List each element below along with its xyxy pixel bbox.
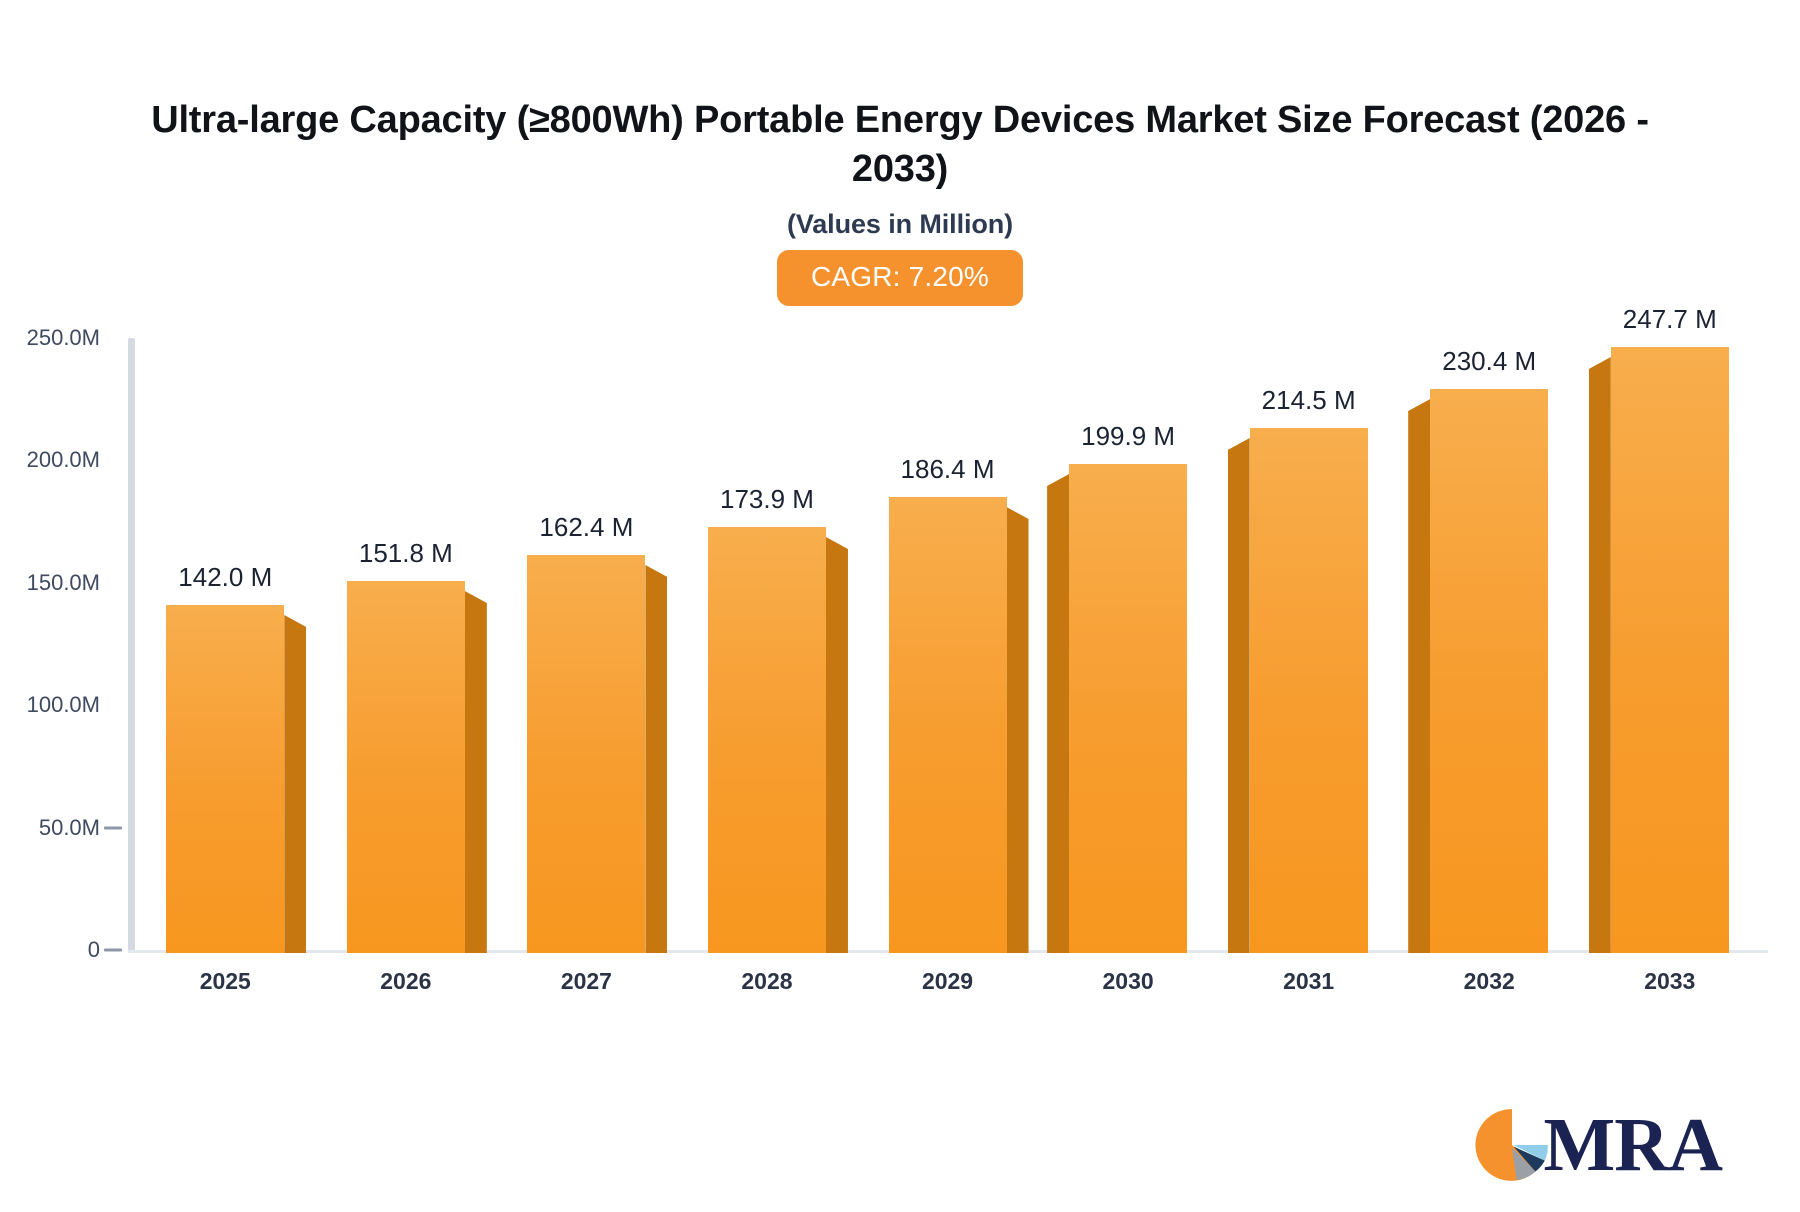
bar-slot: 142.0 M <box>135 330 316 953</box>
bar-value-label: 151.8 M <box>358 538 453 568</box>
y-axis-tick-label: 100.0M <box>26 692 100 718</box>
bar-2025[interactable]: 142.0 M <box>166 562 307 953</box>
bar-face <box>166 605 285 953</box>
bar-2032[interactable]: 230.4 M <box>1408 346 1549 953</box>
y-axis-tick-label: 0 <box>87 937 100 962</box>
bar-2033[interactable]: 247.7 M <box>1588 304 1729 953</box>
chart-subtitle: (Values in Million) <box>786 209 1014 240</box>
y-axis-tick-label: 250.0M <box>26 325 100 350</box>
bar-slot: 214.5 M <box>1218 330 1399 953</box>
bar-side-face <box>825 537 848 953</box>
bar-side-face <box>1006 507 1029 953</box>
bar-slot: 173.9 M <box>677 330 858 953</box>
bar-series: 142.0 M 151.8 M 162.4 M 173.9 M 186.4 M 199.9… <box>135 304 1800 953</box>
y-axis-tick-mark <box>104 826 122 830</box>
y-axis-tick-label: 200.0M <box>26 447 100 473</box>
bar-value-label: 186.4 M <box>900 454 995 484</box>
x-axis-tick-label: 2033 <box>1644 968 1696 994</box>
bar-side-face <box>645 565 668 953</box>
bar-face <box>707 527 826 953</box>
bar-value-label: 142.0 M <box>178 562 273 592</box>
bar-slot: 186.4 M <box>857 330 1038 953</box>
logo-wordmark: MRA <box>1543 1103 1723 1187</box>
plot-area: 0 50.0M 100.0M 150.0M 200.0M 250.0M 142.0 M 15… <box>0 304 1800 962</box>
bar-face <box>888 497 1007 953</box>
bar-2029[interactable]: 186.4 M <box>888 454 1029 953</box>
bar-2030[interactable]: 199.9 M <box>1047 421 1188 953</box>
x-axis-tick-label: 2028 <box>741 968 793 994</box>
y-axis-tick-label: 150.0M <box>26 569 100 595</box>
bar-value-label: 162.4 M <box>539 512 634 542</box>
y-axis-tick-mark <box>104 948 122 952</box>
cagr-badge-container: CAGR: 7.20% <box>0 250 1800 307</box>
bar-face <box>1069 464 1188 953</box>
brand-logo: MRA <box>1473 1103 1723 1187</box>
x-axis-tick-label: 2030 <box>1102 968 1154 994</box>
x-axis-tick-label: 2027 <box>560 968 612 994</box>
bar-slot: 162.4 M <box>496 330 677 953</box>
x-axis-tick-label: 2032 <box>1463 968 1515 994</box>
bar-slot: 199.9 M <box>1038 330 1219 953</box>
bar-side-face <box>1408 399 1431 953</box>
x-axis-tick-label: 2025 <box>199 968 251 994</box>
y-axis: 0 50.0M 100.0M 150.0M 200.0M 250.0M <box>0 325 122 962</box>
bar-side-face <box>284 615 307 953</box>
y-axis-line <box>128 338 135 953</box>
bar-slot: 230.4 M <box>1399 330 1580 953</box>
bar-face <box>1249 428 1368 953</box>
bar-side-face <box>1047 474 1070 953</box>
bar-face <box>1430 389 1549 953</box>
page-title: Ultra-large Capacity (≥800Wh) Portable E… <box>151 99 1649 190</box>
bar-slot: 151.8 M <box>316 330 497 953</box>
bar-face <box>527 555 646 953</box>
bar-value-label: 247.7 M <box>1622 304 1717 334</box>
y-axis-tick-label: 50.0M <box>38 814 100 840</box>
bar-value-label: 173.9 M <box>719 484 814 514</box>
chart-header: Ultra-large Capacity (≥800Wh) Portable E… <box>0 96 1800 307</box>
bar-side-face <box>464 591 487 953</box>
bar-slot: 247.7 M <box>1580 304 1761 953</box>
bar-2026[interactable]: 151.8 M <box>346 538 487 953</box>
x-axis-tick-label: 2029 <box>921 968 974 994</box>
pie-chart-logo-icon <box>1473 1106 1551 1184</box>
x-axis-tick-label: 2026 <box>380 968 432 994</box>
bar-face <box>346 581 465 953</box>
bar-2031[interactable]: 214.5 M <box>1227 385 1368 953</box>
x-axis-labels: 2025 2026 2027 2028 2029 2030 2031 2032 2033 <box>135 968 1800 995</box>
bar-side-face <box>1227 438 1250 953</box>
bar-2027[interactable]: 162.4 M <box>527 512 668 953</box>
status-badge-cagr: CAGR: 7.20% <box>776 250 1024 307</box>
bar-2028[interactable]: 173.9 M <box>707 484 848 953</box>
bar-value-label: 199.9 M <box>1081 421 1176 451</box>
bar-side-face <box>1588 357 1611 953</box>
bar-face <box>1610 347 1729 953</box>
x-axis-tick-label: 2031 <box>1283 968 1335 994</box>
bar-value-label: 230.4 M <box>1442 346 1537 376</box>
bar-value-label: 214.5 M <box>1261 385 1356 415</box>
